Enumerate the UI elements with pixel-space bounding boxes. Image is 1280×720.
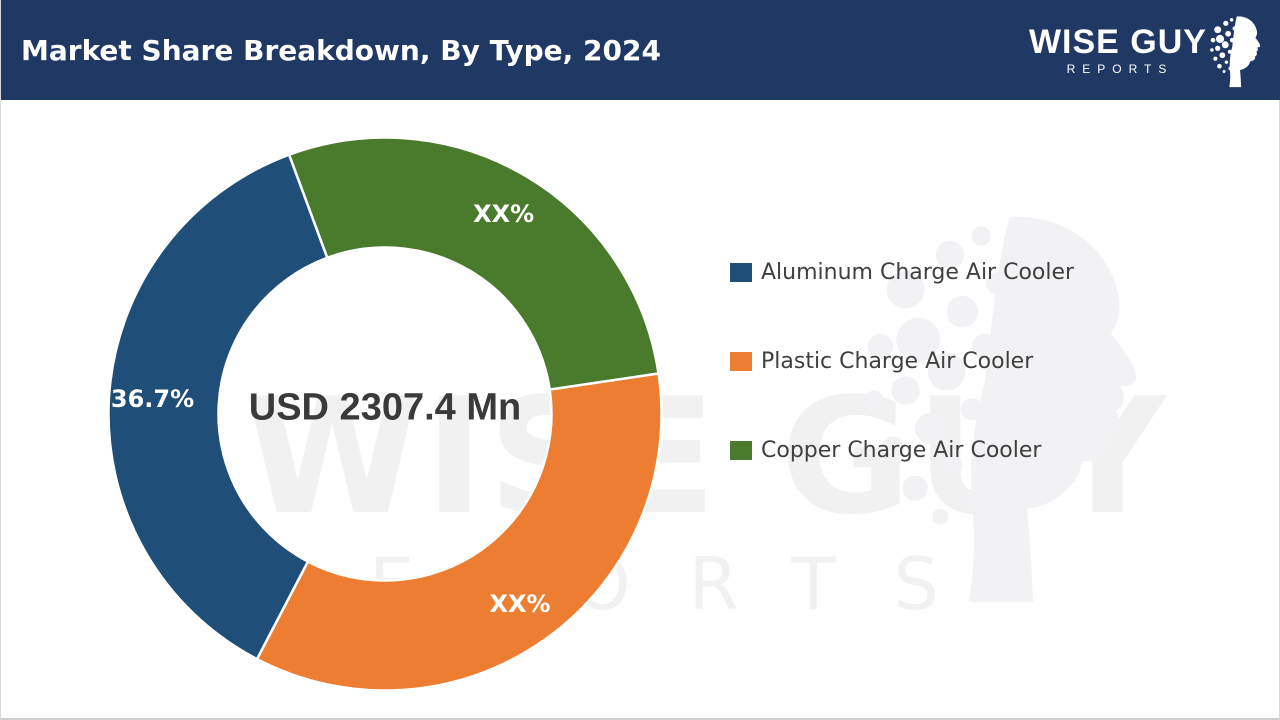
pie-slice-plastic bbox=[255, 372, 663, 692]
brand-subtitle: REPORTS bbox=[1066, 62, 1174, 76]
legend-swatch-aluminum bbox=[730, 263, 752, 282]
legend-label-copper: Copper Charge Air Cooler bbox=[761, 438, 1042, 463]
slice-label-plastic: XX% bbox=[489, 589, 551, 618]
legend-label-aluminum: Aluminum Charge Air Cooler bbox=[761, 260, 1075, 285]
brand-logo: WISE GUY REPORTS bbox=[1029, 11, 1267, 89]
legend-item-plastic: Plastic Charge Air Cooler bbox=[730, 348, 1074, 375]
chart-area: WISE GUY REPORTS XX% XX% 36.7% USD 2307.4 … bbox=[1, 100, 1280, 718]
brand-name: WISE GUY bbox=[1028, 23, 1207, 61]
chart-legend: Aluminum Charge Air Cooler Plastic Charge… bbox=[730, 259, 1074, 526]
page-title: Market Share Breakdown, By Type, 2024 bbox=[21, 33, 661, 67]
pie-slice-copper bbox=[287, 136, 660, 392]
pie-slice-aluminum bbox=[107, 153, 329, 661]
brand-face-icon bbox=[1210, 16, 1261, 88]
legend-swatch-plastic bbox=[730, 352, 752, 371]
brand-logo-text: WISE GUY REPORTS bbox=[1029, 24, 1207, 76]
legend-item-copper: Copper Charge Air Cooler bbox=[730, 437, 1074, 464]
legend-label-plastic: Plastic Charge Air Cooler bbox=[761, 349, 1034, 374]
legend-swatch-copper bbox=[730, 441, 752, 460]
chart-center-value: USD 2307.4 Mn bbox=[248, 386, 522, 429]
slice-label-aluminum: 36.7% bbox=[110, 385, 195, 414]
legend-item-aluminum: Aluminum Charge Air Cooler bbox=[730, 259, 1074, 286]
slice-label-copper: XX% bbox=[473, 199, 535, 228]
header-bar: Market Share Breakdown, By Type, 2024 WI… bbox=[1, 0, 1280, 100]
donut-chart bbox=[107, 136, 663, 692]
